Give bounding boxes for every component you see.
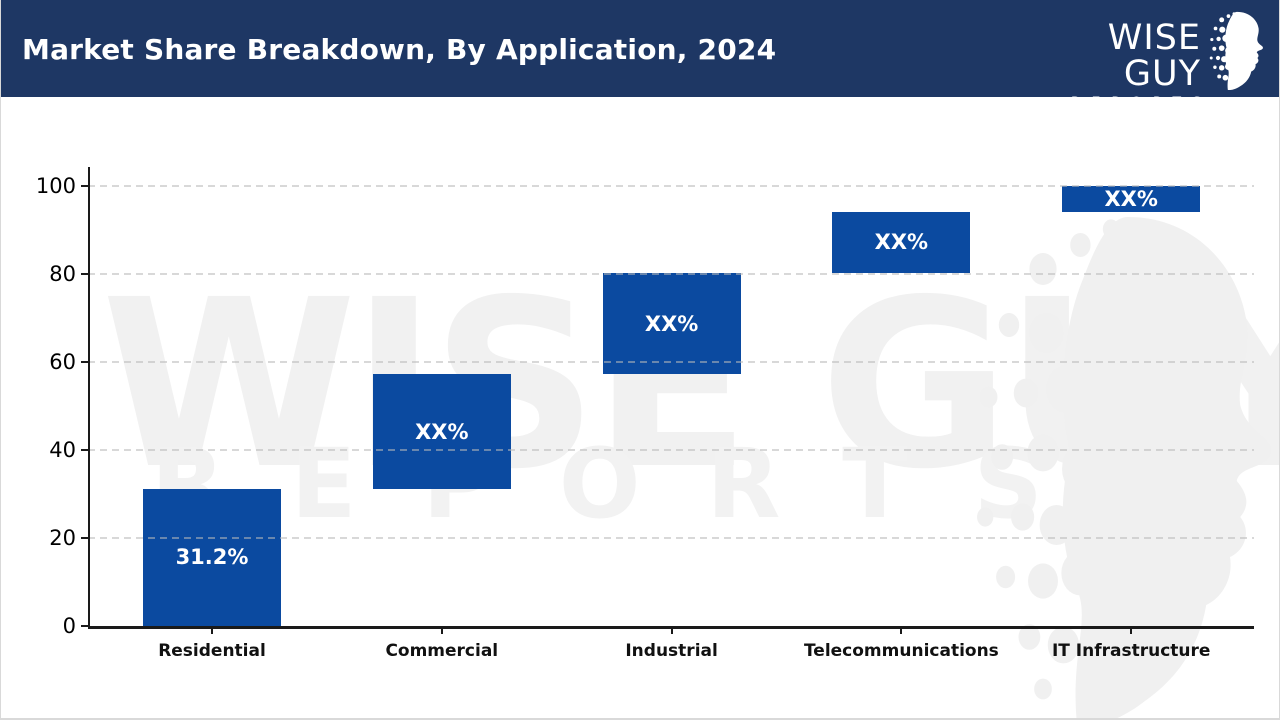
wise-guy-reports-logo: WISE GUY REPORTS: [1019, 6, 1269, 111]
bar-telecommunications: [832, 211, 971, 274]
bar-residential: [143, 488, 281, 626]
y-tick-label: 0: [62, 614, 76, 638]
header-bar: Market Share Breakdown, By Application, …: [1, 0, 1279, 111]
bar-value-label: XX%: [644, 311, 699, 336]
bar-value-label: XX%: [415, 419, 469, 444]
bar-it-infrastructure: [1062, 186, 1201, 212]
y-tick-mark: [81, 361, 88, 363]
y-tick-label: 60: [49, 350, 76, 374]
x-tick-label: IT Infrastructure: [1051, 641, 1211, 661]
x-tick-label: Telecommunications: [803, 641, 999, 661]
y-tick-mark: [81, 537, 88, 539]
gridline-80: [88, 273, 1254, 275]
logo-wiseguy-label: WISE GUY: [1107, 18, 1201, 94]
gridline-40: [88, 449, 1254, 451]
x-tick-mark: [440, 626, 443, 634]
watermark-reports-text: REPORTS: [151, 428, 1109, 540]
y-tick-label: 40: [49, 438, 76, 462]
y-tick-label: 20: [49, 526, 76, 550]
gridline-20: [88, 537, 1254, 539]
bar-value-label: 31.2%: [175, 545, 249, 570]
y-tick-label: 80: [49, 262, 76, 286]
y-axis-line: [88, 167, 90, 628]
gridline-60: [88, 361, 1254, 363]
x-tick-mark: [670, 626, 673, 634]
x-tick-label: Residential: [158, 641, 266, 661]
bar-industrial: [602, 273, 741, 375]
x-tick-mark: [211, 626, 213, 634]
watermark-face-logo: [977, 217, 1271, 718]
logo-text: WISE GUY REPORTS: [1019, 20, 1201, 111]
y-tick-mark: [81, 449, 88, 451]
y-tick-mark: [81, 273, 88, 275]
y-tick-label: 100: [35, 174, 76, 198]
bar-commercial: [372, 374, 511, 489]
logo-face-icon: [1209, 11, 1263, 90]
y-tick-mark: [81, 185, 88, 187]
chart-title: Market Share Breakdown, By Application, …: [22, 33, 777, 66]
bar-value-label: XX%: [1104, 186, 1158, 211]
x-tick-label: Commercial: [385, 641, 499, 661]
x-tick-mark: [900, 626, 903, 634]
x-tick-mark: [1130, 626, 1133, 634]
x-tick-label: Industrial: [625, 641, 718, 661]
bar-value-label: XX%: [874, 230, 929, 255]
y-tick-mark: [81, 625, 88, 627]
logo-reports-label: REPORTS: [1070, 95, 1212, 111]
gridline-100: [88, 185, 1254, 187]
